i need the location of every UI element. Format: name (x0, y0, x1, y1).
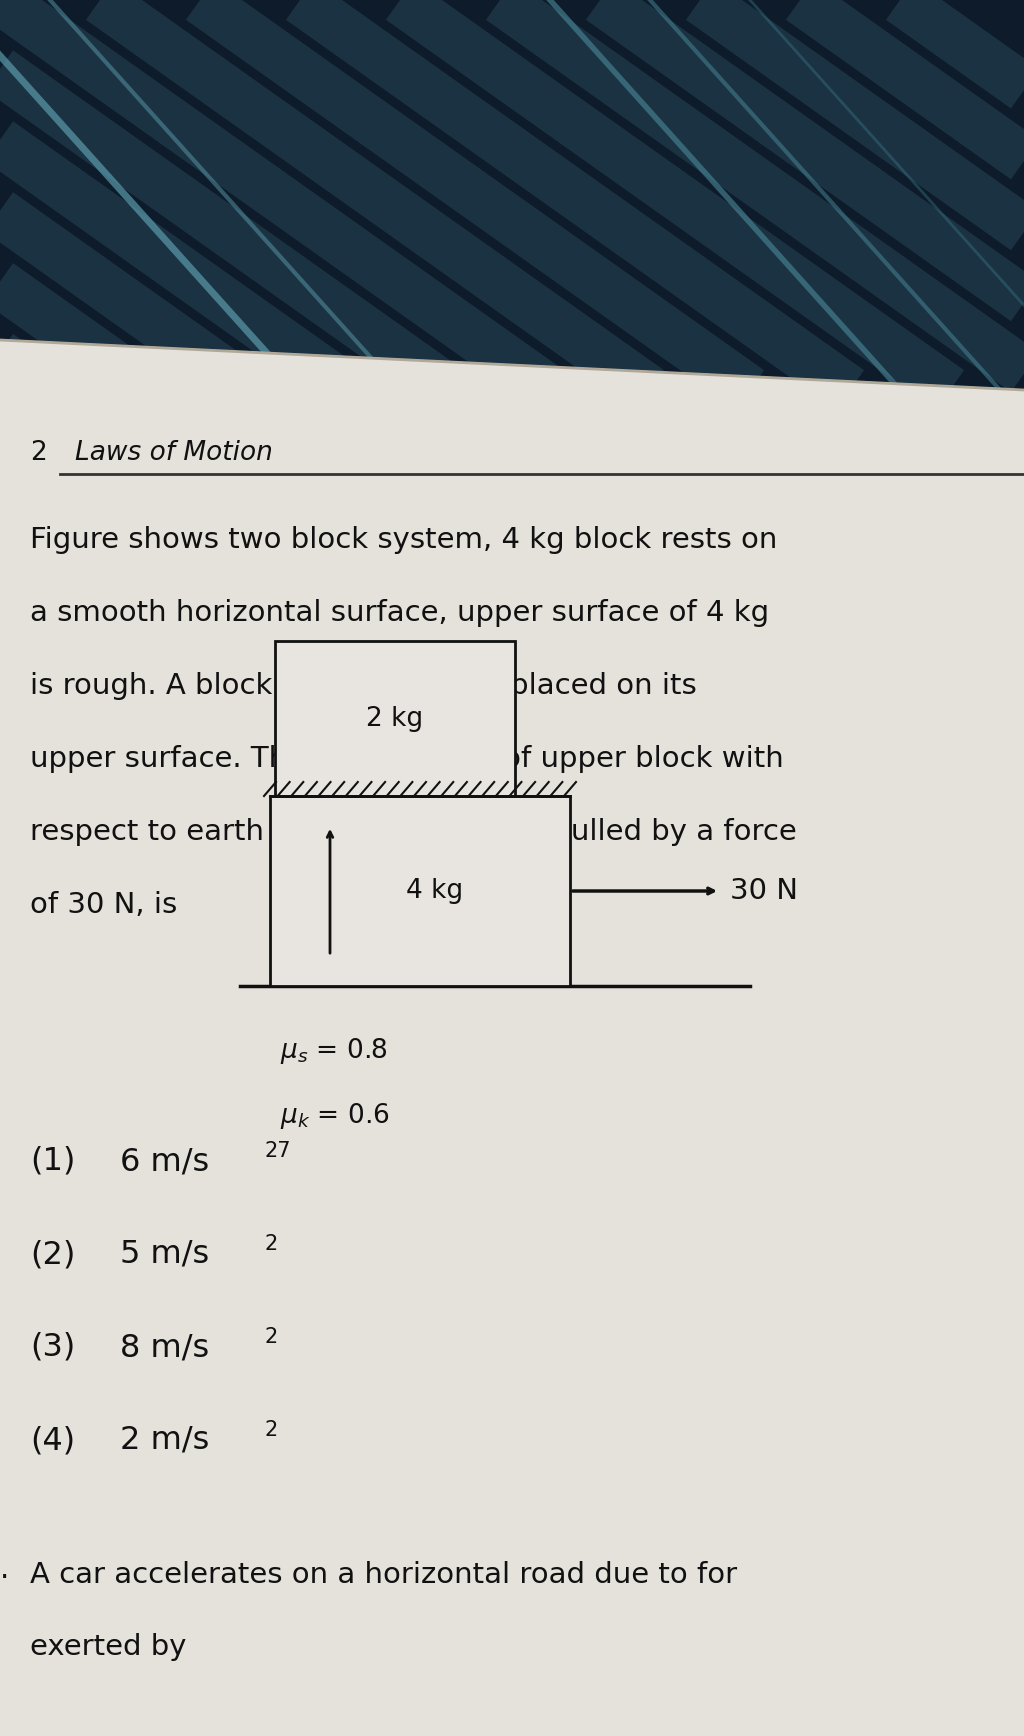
Text: 2: 2 (265, 1326, 279, 1347)
Text: (2): (2) (30, 1240, 76, 1271)
Text: upper surface. The acceleration of upper block with: upper surface. The acceleration of upper… (30, 745, 783, 773)
Text: 2: 2 (265, 1234, 279, 1253)
Text: 27: 27 (265, 1141, 292, 1161)
Text: exerted by: exerted by (30, 1634, 186, 1661)
Bar (275, 641, 515, 797)
Text: 2: 2 (30, 439, 47, 465)
Text: is rough. A block of mass 2 kg is placed on its: is rough. A block of mass 2 kg is placed… (30, 672, 696, 700)
Text: Laws of Motion: Laws of Motion (75, 439, 272, 465)
Text: 4 kg: 4 kg (407, 878, 464, 904)
Text: a smooth horizontal surface, upper surface of 4 kg: a smooth horizontal surface, upper surfa… (30, 599, 769, 627)
Text: 2: 2 (265, 1420, 279, 1439)
Text: (1): (1) (30, 1146, 76, 1177)
Text: 2 kg: 2 kg (367, 705, 424, 731)
Polygon shape (0, 340, 1024, 1736)
Text: 30 N: 30 N (730, 877, 798, 904)
Text: $\mu_k$ = 0.6: $\mu_k$ = 0.6 (280, 1101, 390, 1130)
Bar (0, 0, 1024, 391)
Text: of 30 N, is: of 30 N, is (30, 891, 177, 918)
Text: 6 m/s: 6 m/s (120, 1146, 209, 1177)
Text: 8 m/s: 8 m/s (120, 1332, 209, 1363)
Text: respect to earth when 4 kg mass is pulled by a force: respect to earth when 4 kg mass is pulle… (30, 818, 797, 845)
Text: $\mu_s$ = 0.8: $\mu_s$ = 0.8 (280, 1036, 388, 1066)
Text: 5 m/s: 5 m/s (120, 1240, 209, 1271)
Text: 2 m/s: 2 m/s (120, 1425, 209, 1457)
Text: (3): (3) (30, 1332, 75, 1363)
Text: A car accelerates on a horizontal road due to for: A car accelerates on a horizontal road d… (30, 1561, 737, 1588)
Bar (270, 797, 570, 986)
Text: Figure shows two block system, 4 kg block rests on: Figure shows two block system, 4 kg bloc… (30, 526, 777, 554)
Text: .: . (0, 1555, 9, 1583)
Text: (4): (4) (30, 1425, 75, 1457)
